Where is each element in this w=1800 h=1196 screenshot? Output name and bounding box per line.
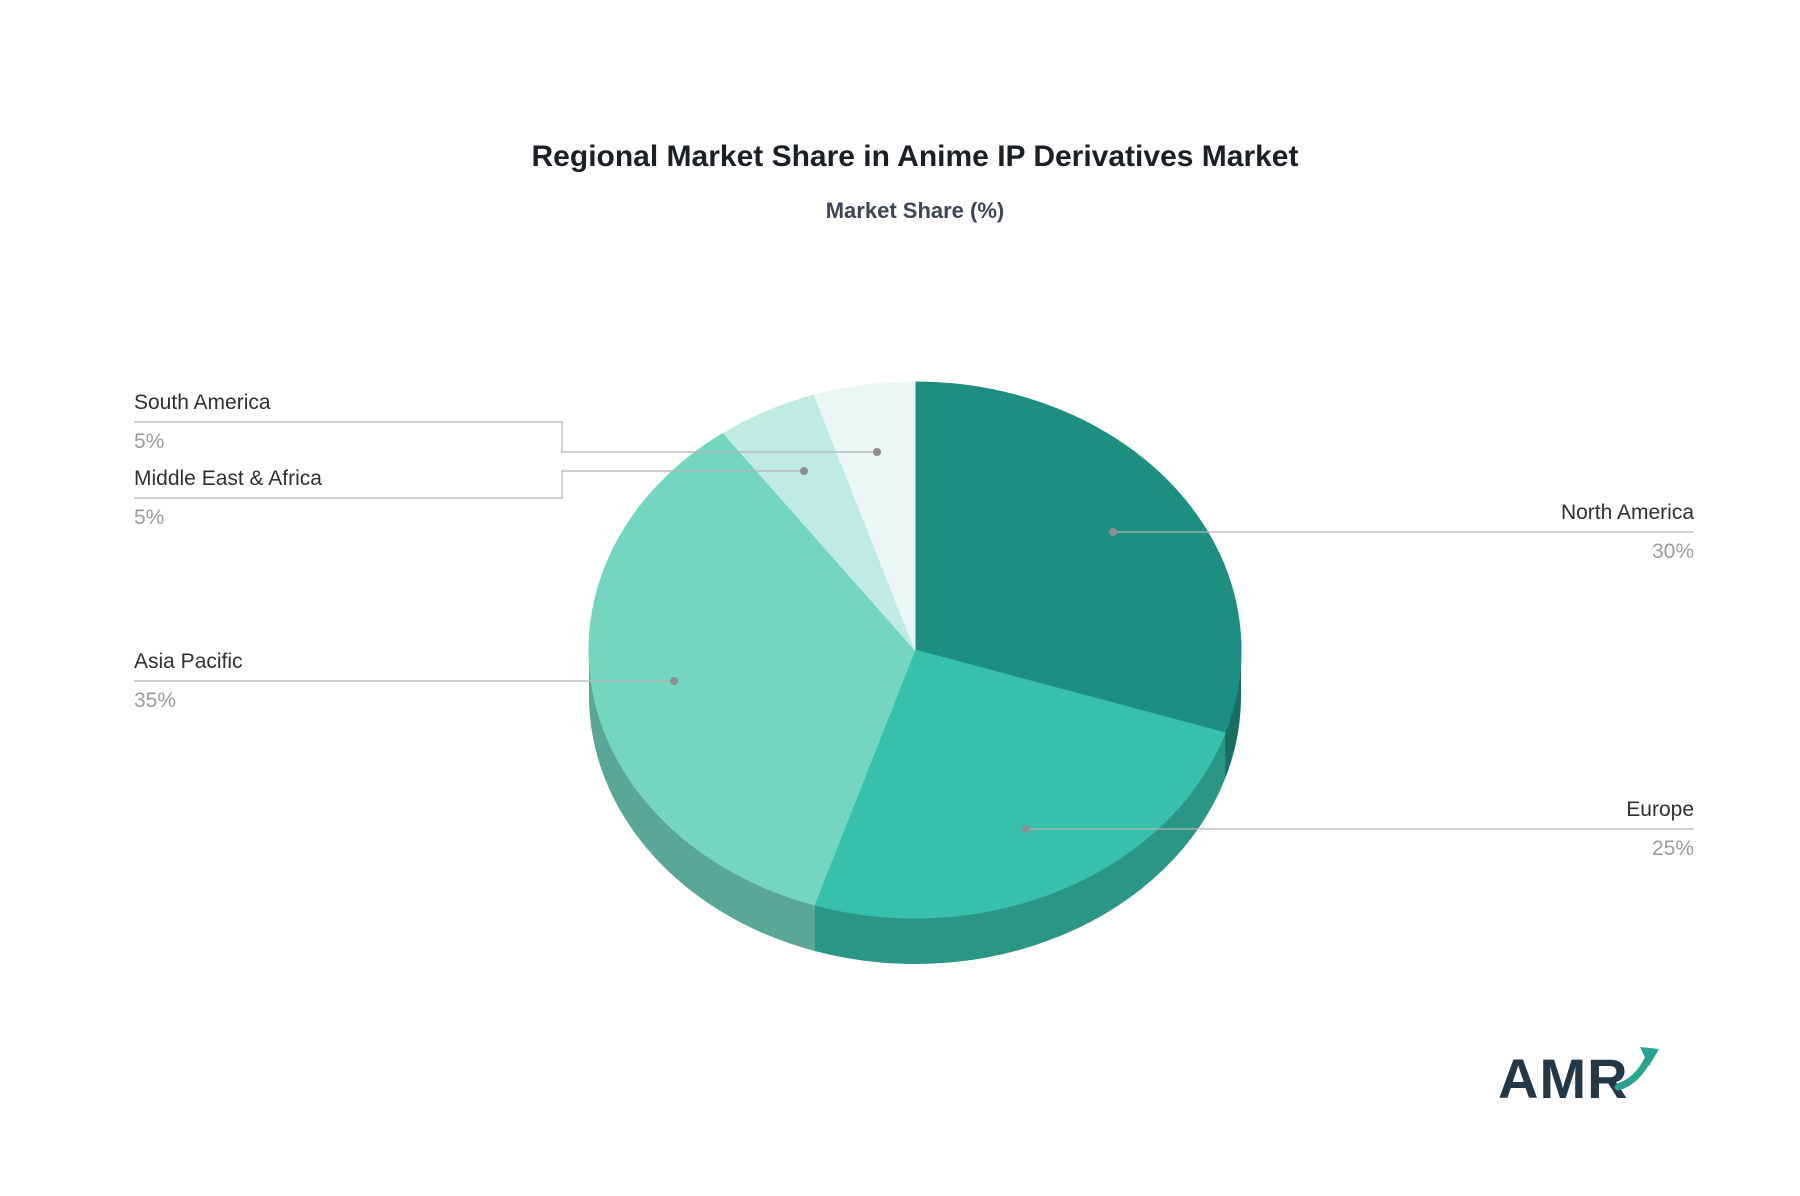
pie-slice-side xyxy=(814,732,1226,964)
leader-dot xyxy=(670,677,678,685)
amr-logo-arrow-icon xyxy=(1614,1046,1659,1090)
leader-dot xyxy=(800,467,808,475)
leader-line xyxy=(134,470,804,499)
pie-slice-side xyxy=(1225,650,1241,779)
leader-line xyxy=(134,421,877,453)
leader-dot xyxy=(1109,528,1117,536)
label-middle-east-africa: Middle East & Africa xyxy=(134,467,322,490)
leader-dot xyxy=(1022,825,1030,833)
value-south-america: 5% xyxy=(134,430,165,453)
pie-slice-south-america[interactable] xyxy=(813,381,916,651)
pie-slice-side xyxy=(589,650,815,951)
label-north-america: North America xyxy=(1560,501,1694,524)
label-asia-pacific: Asia Pacific xyxy=(134,650,243,673)
amr-logo-text: AMR xyxy=(1498,1047,1629,1110)
chart-subtitle: Market Share (%) xyxy=(825,198,1005,223)
label-south-america: South America xyxy=(134,391,271,414)
chart-title: Regional Market Share in Anime IP Deriva… xyxy=(531,140,1299,173)
label-europe: Europe xyxy=(1626,798,1694,821)
value-north-america: 30% xyxy=(1651,540,1694,563)
leader-dot xyxy=(873,448,881,456)
value-europe: 25% xyxy=(1651,837,1694,860)
pie-slice-asia-pacific[interactable] xyxy=(588,432,916,906)
pie-slice-north-america[interactable] xyxy=(914,381,1242,734)
value-asia-pacific: 35% xyxy=(134,689,177,712)
amr-logo: AMR xyxy=(1498,1046,1661,1111)
pie-slice-europe[interactable] xyxy=(813,649,1226,919)
value-middle-east-africa: 5% xyxy=(134,506,165,529)
